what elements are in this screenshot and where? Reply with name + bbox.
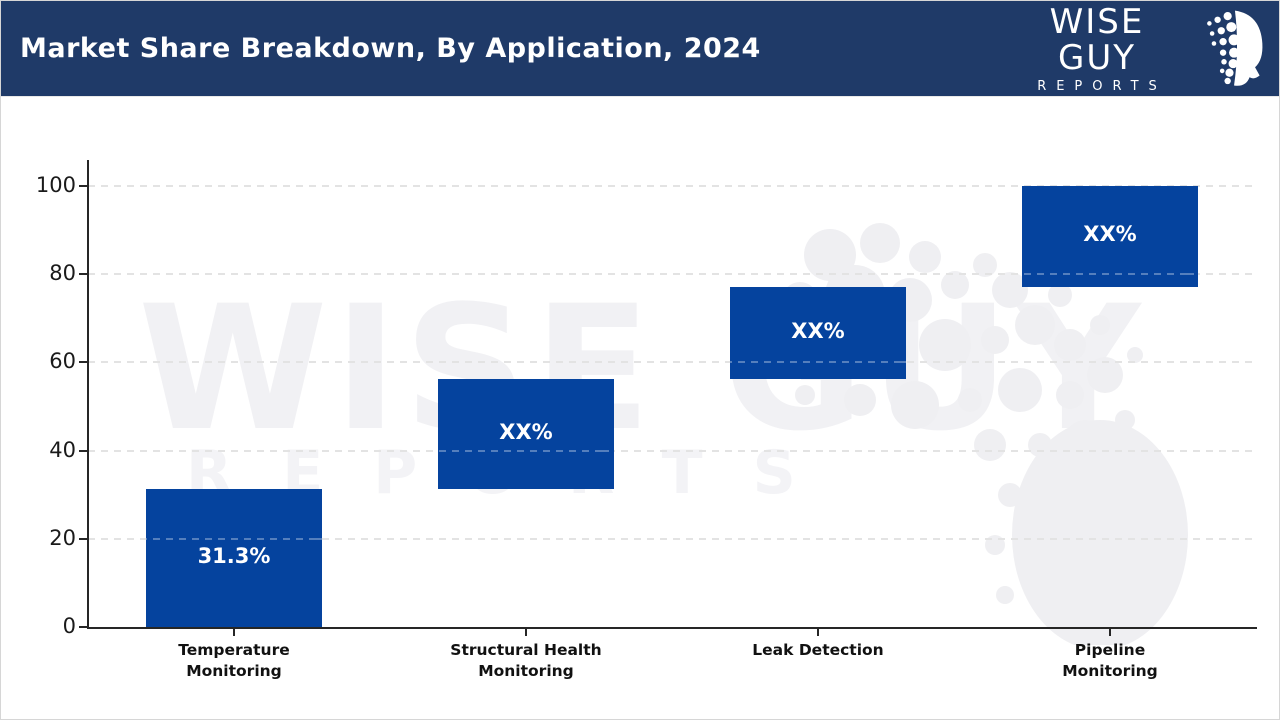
x-category-label-line: Pipeline: [1074, 641, 1146, 659]
gridline-over-bar: [146, 537, 322, 540]
page-title: Market Share Breakdown, By Application, …: [20, 33, 761, 64]
y-tick-label: 80: [49, 261, 76, 286]
x-category-label-line: Structural Health: [450, 641, 602, 659]
x-tick-mark: [525, 628, 527, 636]
y-tick-label: 100: [35, 173, 76, 197]
watermark-brand-text: WISE GUY: [138, 268, 1147, 469]
y-tick-mark: [79, 361, 87, 364]
bar-value-label: XX%: [499, 420, 553, 445]
x-category-label: Structural Health Monitoring: [386, 640, 666, 682]
bar-value-label: XX%: [791, 318, 845, 343]
gridline-over-bar: [438, 449, 614, 452]
gridline: [88, 185, 1256, 187]
bar-value-label: XX%: [1083, 222, 1137, 247]
x-category-label-line: Monitoring: [1062, 662, 1158, 680]
gridline-over-bar: [1022, 273, 1198, 276]
bar-value-label: 31.3%: [197, 543, 271, 568]
x-category-label: Temperature Monitoring: [94, 640, 374, 682]
x-category-label: Pipeline Monitoring: [970, 640, 1250, 682]
gridline: [88, 273, 1256, 276]
y-tick-mark: [79, 537, 87, 540]
y-tick-label: 20: [49, 525, 76, 550]
y-tick-mark: [79, 185, 87, 187]
brand-subname: REPORTS: [1037, 79, 1167, 94]
x-category-label-line: Leak Detection: [752, 641, 884, 659]
gridline: [88, 361, 1256, 364]
y-axis-line: [87, 160, 89, 629]
gridline: [88, 537, 1256, 540]
x-category-label-line: Monitoring: [186, 662, 282, 680]
x-tick-mark: [233, 628, 235, 636]
brand-name: WISE GUY: [1049, 2, 1145, 78]
y-tick-label: 40: [49, 437, 76, 462]
header-bar: Market Share Breakdown, By Application, …: [0, 0, 1280, 97]
gridline: [88, 449, 1256, 452]
y-tick-label: 0: [62, 614, 76, 638]
face-profile-dots-icon: [1207, 10, 1263, 86]
bar: XX%: [1022, 186, 1198, 287]
brand-logo-text: WISE GUY REPORTS: [1016, 4, 1178, 94]
y-tick-mark: [79, 449, 87, 452]
bar: 31.3%: [146, 488, 322, 627]
y-tick-label: 60: [49, 349, 76, 374]
y-tick-mark: [79, 273, 87, 276]
bar: XX%: [730, 286, 906, 380]
y-tick-mark: [79, 626, 87, 628]
x-category-label-line: Monitoring: [478, 662, 574, 680]
brand-logo: WISE GUY REPORTS: [1016, 4, 1266, 94]
gridline-over-bar: [730, 361, 906, 364]
bar: XX%: [438, 379, 614, 489]
x-tick-mark: [817, 628, 819, 636]
x-tick-mark: [1109, 628, 1111, 636]
x-category-label-line: Temperature: [178, 641, 290, 659]
x-axis-line: [87, 627, 1257, 629]
x-category-label: Leak Detection: [678, 640, 958, 661]
